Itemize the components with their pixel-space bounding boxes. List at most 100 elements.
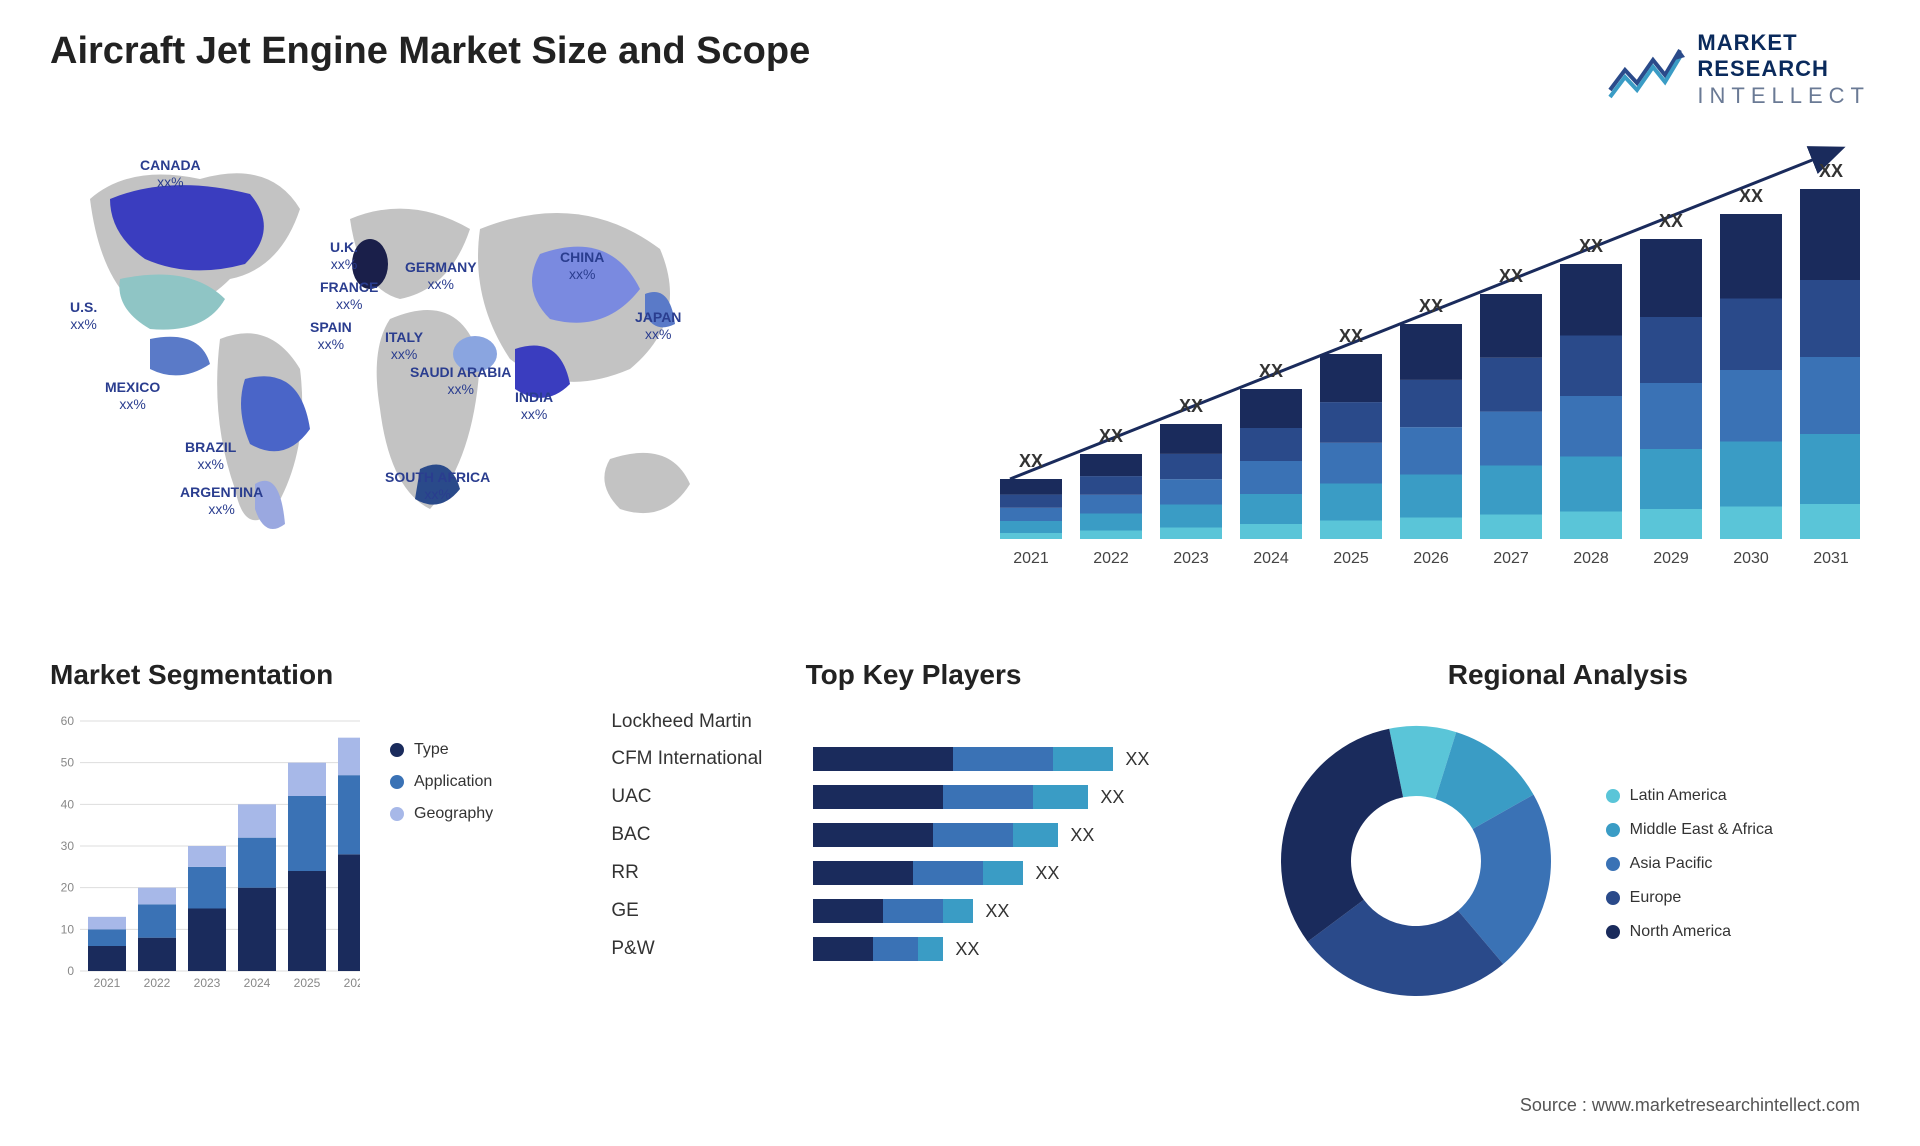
legend-label: Asia Pacific: [1630, 855, 1713, 873]
legend-item: Type: [390, 741, 493, 759]
keyplayer-bar-wrap: XX: [813, 899, 1009, 923]
legend-label: Europe: [1630, 889, 1682, 907]
keyplayer-bar: [813, 823, 1058, 847]
svg-text:2025: 2025: [1333, 550, 1369, 567]
map-label: SAUDI ARABIAxx%: [410, 364, 511, 398]
logo-line3: INTELLECT: [1697, 83, 1870, 109]
keyplayer-bar: [813, 861, 1023, 885]
keyplayer-label: GE: [611, 900, 801, 922]
keyplayer-bar-seg: [883, 899, 943, 923]
segmentation-title: Market Segmentation: [50, 659, 561, 691]
keyplayer-bar-seg: [1053, 747, 1113, 771]
legend-swatch: [390, 775, 404, 789]
keyplayer-label: RR: [611, 862, 801, 884]
map-label: U.S.xx%: [70, 299, 97, 333]
keyplayer-bar-seg: [813, 937, 873, 961]
legend-item: Application: [390, 773, 493, 791]
segmentation-chart-svg: 0102030405060202120222023202420252026: [50, 711, 360, 991]
keyplayer-bar-seg: [953, 747, 1053, 771]
svg-text:2031: 2031: [1813, 550, 1849, 567]
keyplayer-bar-seg: [983, 861, 1023, 885]
source-text: Source : www.marketresearchintellect.com: [1520, 1095, 1860, 1116]
svg-text:2021: 2021: [94, 976, 121, 990]
keyplayer-bar: [813, 937, 943, 961]
legend-swatch: [1606, 925, 1620, 939]
svg-text:10: 10: [61, 923, 75, 937]
legend-swatch: [1606, 857, 1620, 871]
svg-text:2023: 2023: [1173, 550, 1209, 567]
map-label: SOUTH AFRICAxx%: [385, 469, 490, 503]
legend-swatch: [390, 743, 404, 757]
svg-text:XX: XX: [1259, 361, 1283, 381]
keyplayer-bar-seg: [933, 823, 1013, 847]
keyplayer-bar-seg: [1013, 823, 1058, 847]
legend-swatch: [1606, 823, 1620, 837]
svg-text:0: 0: [67, 964, 74, 978]
legend-swatch: [1606, 891, 1620, 905]
keyplayer-bar-seg: [913, 861, 983, 885]
keyplayer-bar-wrap: XX: [813, 785, 1124, 809]
keyplayer-bar-wrap: XX: [813, 747, 1149, 771]
keyplayer-value: XX: [985, 901, 1009, 922]
keyplayer-bar-seg: [813, 899, 883, 923]
keyplayer-value: XX: [1070, 825, 1094, 846]
legend-label: Latin America: [1630, 787, 1727, 805]
legend-swatch: [1606, 789, 1620, 803]
keyplayer-row: RR XX: [611, 861, 1215, 885]
keyplayer-bar: [813, 785, 1088, 809]
regional-donut: [1266, 711, 1566, 1016]
keyplayer-bar-seg: [918, 937, 943, 961]
keyplayer-bar-wrap: XX: [813, 823, 1094, 847]
svg-text:2024: 2024: [1253, 550, 1289, 567]
bottom-row: Market Segmentation 01020304050602021202…: [50, 659, 1870, 1039]
map-label: U.K.xx%: [330, 239, 358, 273]
keyplayers-title: Top Key Players: [611, 659, 1215, 691]
svg-text:XX: XX: [1419, 296, 1443, 316]
keyplayer-bar: [813, 747, 1113, 771]
keyplayer-bar-seg: [813, 785, 943, 809]
svg-text:2026: 2026: [344, 976, 360, 990]
svg-text:2022: 2022: [144, 976, 171, 990]
keyplayer-value: XX: [1125, 749, 1149, 770]
regional-donut-svg: [1266, 711, 1566, 1011]
legend-item: Europe: [1606, 889, 1773, 907]
svg-text:XX: XX: [1339, 326, 1363, 346]
svg-text:XX: XX: [1739, 186, 1763, 206]
svg-text:2030: 2030: [1733, 550, 1769, 567]
segmentation-chart: 0102030405060202120222023202420252026: [50, 711, 360, 996]
keyplayer-bar-wrap: XX: [813, 937, 979, 961]
segmentation-legend: Type Application Geography: [390, 711, 493, 996]
keyplayer-row: GE XX: [611, 899, 1215, 923]
keyplayer-bar-seg: [943, 785, 1033, 809]
keyplayers-list: Lockheed Martin CFM InternationalXX UAC XX B…: [611, 711, 1215, 961]
keyplayer-label: BAC: [611, 824, 801, 846]
svg-text:XX: XX: [1099, 426, 1123, 446]
svg-text:XX: XX: [1179, 396, 1203, 416]
keyplayer-row: P&W XX: [611, 937, 1215, 961]
keyplayer-label: P&W: [611, 938, 801, 960]
keyplayer-label: UAC: [611, 786, 801, 808]
keyplayer-row: CFM InternationalXX: [611, 747, 1215, 771]
legend-item: Geography: [390, 805, 493, 823]
keyplayer-value: XX: [955, 939, 979, 960]
svg-text:XX: XX: [1579, 236, 1603, 256]
svg-text:20: 20: [61, 881, 75, 895]
svg-text:30: 30: [61, 839, 75, 853]
header: Aircraft Jet Engine Market Size and Scop…: [50, 30, 1870, 109]
svg-text:50: 50: [61, 756, 75, 770]
map-label: ARGENTINAxx%: [180, 484, 263, 518]
svg-text:2025: 2025: [294, 976, 321, 990]
legend-item: Asia Pacific: [1606, 855, 1773, 873]
map-label: SPAINxx%: [310, 319, 352, 353]
keyplayer-row: Lockheed Martin: [611, 711, 1215, 733]
keyplayer-bar: [813, 899, 973, 923]
svg-text:2029: 2029: [1653, 550, 1689, 567]
regional-legend: Latin AmericaMiddle East & AfricaAsia Pa…: [1606, 787, 1773, 941]
logo-text: MARKET RESEARCH INTELLECT: [1697, 30, 1870, 109]
legend-item: North America: [1606, 923, 1773, 941]
logo-line2: RESEARCH: [1697, 56, 1870, 82]
growth-chart-svg: XX2021XX2022XX2023XX2024XX2025XX2026XX20…: [980, 139, 1860, 579]
top-row: CANADAxx%U.S.xx%MEXICOxx%BRAZILxx%ARGENT…: [50, 139, 1870, 619]
logo-icon: [1605, 35, 1685, 105]
keyplayer-value: XX: [1035, 863, 1059, 884]
